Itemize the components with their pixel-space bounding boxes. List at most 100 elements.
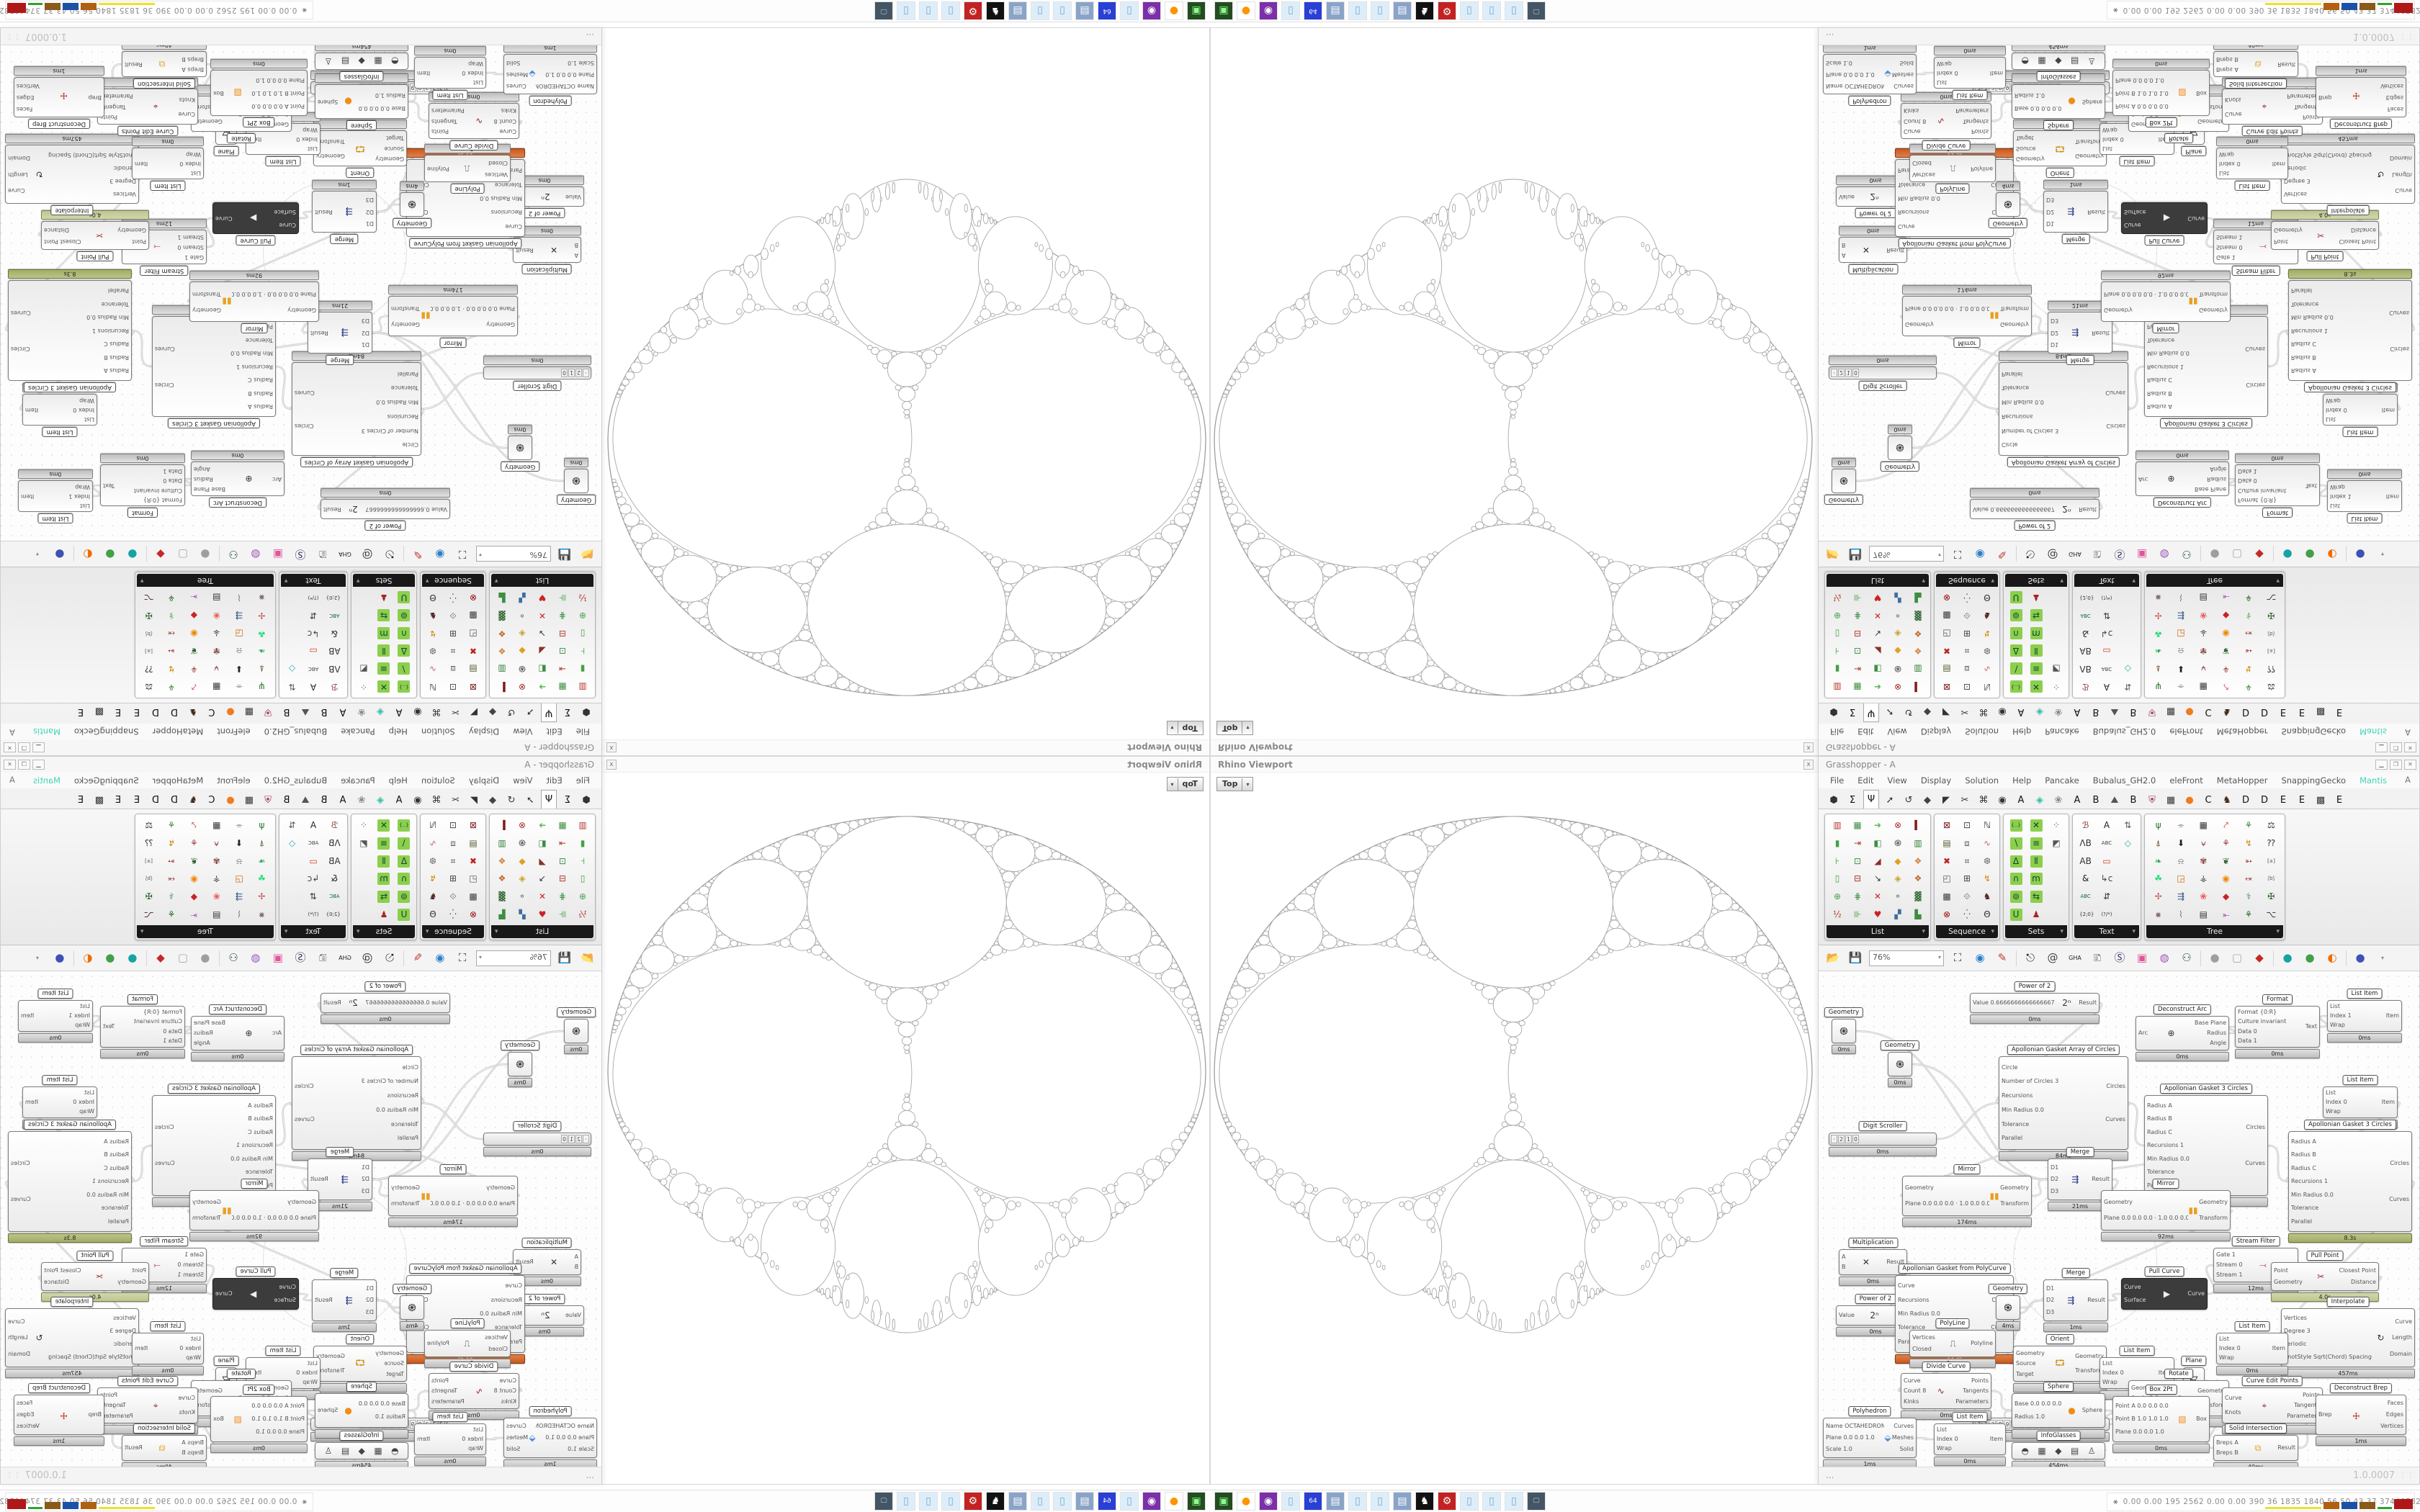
palette-icon[interactable]: ⍱ (2200, 837, 2206, 848)
menu-item-bubalus_gh2.0[interactable]: Bubalus_GH2.0 (264, 775, 328, 786)
tab-plugin-b[interactable]: B (321, 795, 328, 806)
palette-icon[interactable]: ⤤ (191, 682, 197, 693)
notepad-icon[interactable]: ▯ (1371, 1, 1389, 20)
palette-panel-label[interactable]: Text ▾ (281, 574, 346, 587)
palette-icon[interactable]: ⟐ (1963, 610, 1971, 621)
component-geometry[interactable]: ֍ (564, 469, 588, 493)
preview-eye-icon[interactable]: ◉ (435, 548, 445, 562)
tab-plugin-e3[interactable]: E (2336, 795, 2343, 806)
palette-icon[interactable]: ⤤ (2223, 682, 2229, 693)
palette-icon[interactable]: ֍ (519, 664, 526, 675)
palette-icon[interactable]: ▦ (212, 682, 221, 693)
preview-green-icon[interactable]: ● (105, 950, 115, 964)
maximize-icon[interactable]: ❐ (18, 742, 30, 752)
palette-icon[interactable]: ⁛ (449, 909, 457, 920)
palette-panel-label[interactable]: Tree ▾ (2146, 925, 2283, 938)
palette-icon[interactable]: ❀ (2200, 891, 2208, 902)
palette-panel-label[interactable]: List ▾ (491, 574, 593, 587)
open-file-icon[interactable]: 📂 (1826, 548, 1840, 562)
palette-icon[interactable]: ☘ (2154, 873, 2163, 884)
palette-icon[interactable]: ⊕ (1833, 891, 1842, 902)
tab-plugin-e2[interactable]: E (115, 706, 122, 717)
tab-plugin-shield[interactable]: ⛨ (264, 706, 272, 717)
palette-icon[interactable]: ⚘ (167, 909, 176, 920)
palette-icon[interactable]: ⊪ (558, 909, 567, 920)
palette-icon[interactable]: ֍ (519, 837, 526, 848)
notepad-icon[interactable]: ▯ (919, 1, 938, 20)
palette-icon[interactable]: ▓ (1914, 891, 1922, 902)
palette-icon[interactable]: ▤ (212, 909, 221, 920)
mask-app-icon[interactable]: ◉ (1142, 1, 1161, 20)
palette-icon[interactable]: ⊗ (518, 819, 526, 830)
component-pull-curve[interactable]: Curve Surface ▶ Curve (212, 202, 299, 234)
palette-icon[interactable]: ⚘ (2222, 837, 2231, 848)
palette-icon[interactable]: ℬ (331, 682, 339, 693)
tab-plugin-b[interactable]: B (2092, 795, 2099, 806)
gem-red-icon[interactable]: ◆ (2255, 950, 2264, 964)
component-orient[interactable]: Geometry Source Target ⮔ Geometry Transform (313, 1346, 407, 1382)
palette-icon[interactable]: ⊗ (1894, 819, 1902, 830)
component-interpolate[interactable]: Vertices Degree 3 Periodic KnotStyle Sqrt(C… (2281, 1308, 2415, 1367)
palette-icon[interactable]: ◩ (359, 837, 368, 848)
component-mirror[interactable]: Geometry Plane 0.0 0.0 0.0 · 1.0 0.0 0.0 ▮… (189, 1190, 319, 1230)
palette-icon[interactable]: & (2081, 628, 2089, 639)
tab-plugin-mountain[interactable]: ⛰ (301, 795, 310, 806)
component-polyhedron[interactable]: Name OCTAHEDRON Plane 0.0 0.0 1.0 Scale 1.… (503, 1418, 597, 1458)
emulator-icon[interactable]: ▣ (1187, 1492, 1206, 1511)
component-power-of-2[interactable]: Value 0.6666666666666667 2ⁿ Result (1970, 993, 2099, 1013)
palette-icon[interactable]: m (2026, 870, 2046, 888)
palette-icon[interactable]: A (310, 819, 317, 830)
palette-icon[interactable]: ◈ (519, 628, 526, 639)
menu-item-solution[interactable]: Solution (421, 775, 455, 786)
emulator-icon[interactable]: ▣ (1187, 1, 1206, 20)
palette-icon[interactable]: ✾ (212, 646, 220, 657)
palette-icon[interactable]: ⊡ (1963, 682, 1971, 693)
tab-maths[interactable]: Σ (564, 706, 571, 717)
palette-icon[interactable]: ⚘ (189, 664, 198, 675)
palette-icon[interactable]: ▤ (212, 592, 221, 603)
menu-item-elefront[interactable]: eleFront (2169, 775, 2203, 786)
component-multiplication[interactable]: A B ✕ Result (1839, 1249, 1907, 1275)
notepad-icon[interactable]: ▯ (1281, 1, 1300, 20)
component-list-item[interactable]: List Index 1 Wrap Item (2327, 1000, 2402, 1032)
palette-icon[interactable]: & (2081, 873, 2089, 884)
palette-icon[interactable]: ⇵ (2102, 891, 2111, 902)
palette-icon[interactable]: ⊕ (578, 610, 587, 621)
viewport-titlebar[interactable]: Rhino Viewport x (1211, 757, 1818, 773)
palette-icon[interactable]: ⌥ (143, 592, 154, 603)
tab-plugin-d2[interactable]: D (152, 706, 160, 717)
palette-icon[interactable]: ❖ (498, 646, 506, 657)
search-icon[interactable]: Ⓢ (295, 548, 306, 562)
palette-panel-label[interactable]: Sequence ▾ (1936, 925, 1998, 938)
palette-panel-label[interactable]: Sequence ▾ (422, 925, 484, 938)
palette-icon[interactable]: ⦀ (2026, 642, 2046, 660)
palette-icon[interactable]: ▦ (558, 819, 567, 830)
exit-door-icon[interactable]: ⎋ (385, 950, 394, 964)
palette-icon[interactable]: ⌯ (2177, 682, 2184, 693)
menu-item-metahopper[interactable]: MetaHopper (2216, 775, 2268, 786)
palette-icon[interactable]: {2;0} (2079, 912, 2094, 918)
palette-icon[interactable]: ABC (329, 894, 340, 900)
wire-white-icon[interactable]: ▢ (2231, 950, 2243, 964)
resize-grip[interactable]: ⋮⋮ (2399, 1472, 2415, 1480)
component-geometry[interactable]: ֍ (1832, 469, 1856, 493)
palette-icon[interactable]: AB (328, 646, 341, 657)
palette-icon[interactable]: ⊪ (1853, 592, 1862, 603)
grasshopper-titlebar[interactable]: Grasshopper - A ▁ ❐ ✕ (1, 757, 601, 773)
palette-icon[interactable]: A (2103, 682, 2110, 693)
component-polyhedron[interactable]: Name OCTAHEDRON Plane 0.0 0.0 1.0 Scale 1.… (1823, 54, 1917, 94)
tab-sets[interactable]: Ψ (1863, 790, 1879, 809)
menu-item-mantis[interactable]: Mantis (32, 775, 60, 786)
tab-plugin-bird[interactable]: ♞ (189, 795, 197, 806)
palette-icon[interactable]: ✢ (2154, 610, 2162, 621)
palette-icon[interactable]: ⇶ (235, 891, 243, 902)
menu-item-solution[interactable]: Solution (421, 726, 455, 737)
tab-plugin-grid[interactable]: ▦ (244, 706, 254, 717)
palette-panel-label[interactable]: List ▾ (491, 925, 593, 938)
tab-plugin-e3[interactable]: E (2336, 706, 2343, 717)
palette-icon[interactable]: ⊟ (1853, 873, 1862, 884)
tab-plugin-e[interactable]: E (2280, 795, 2287, 806)
printer-icon[interactable]: ▤ (1326, 1492, 1345, 1511)
